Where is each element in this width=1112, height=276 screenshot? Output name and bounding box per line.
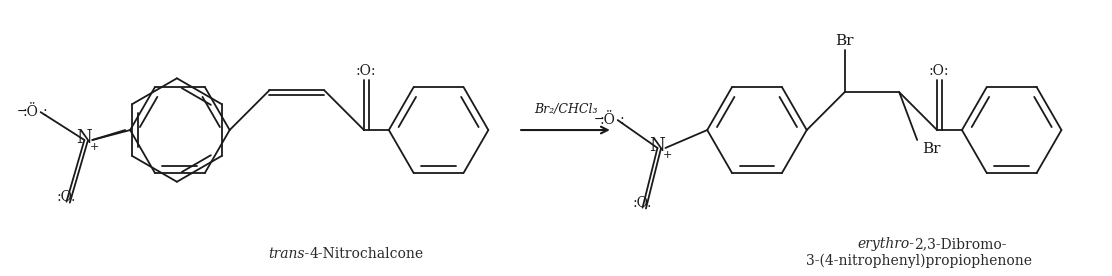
Text: trans-: trans-: [268, 247, 309, 261]
Text: :O:: :O:: [356, 64, 376, 78]
Text: :: :: [619, 113, 624, 127]
Text: erythro-: erythro-: [857, 237, 914, 251]
Text: $-$: $-$: [593, 112, 604, 124]
Text: 4-Nitrochalcone: 4-Nitrochalcone: [309, 247, 424, 261]
Text: $+$: $+$: [89, 142, 99, 152]
Text: :Ö: :Ö: [22, 105, 39, 119]
Text: $+$: $+$: [663, 149, 673, 160]
Text: Br₂/CHCl₃: Br₂/CHCl₃: [534, 103, 597, 116]
Text: :: :: [42, 105, 47, 119]
Text: N: N: [77, 129, 92, 147]
Text: Br: Br: [922, 142, 941, 156]
Text: :O:: :O:: [929, 64, 950, 78]
Text: 3-(4-nitrophenyl)propiophenone: 3-(4-nitrophenyl)propiophenone: [806, 253, 1032, 267]
Text: 2,3-Dibromo-: 2,3-Dibromo-: [914, 237, 1006, 251]
Text: N: N: [649, 137, 665, 155]
Text: Br: Br: [835, 34, 854, 49]
Text: :Ö: :Ö: [599, 113, 616, 127]
Text: :O.: :O.: [633, 196, 653, 210]
Text: $-$: $-$: [16, 104, 27, 117]
Text: :O.: :O.: [57, 190, 76, 204]
